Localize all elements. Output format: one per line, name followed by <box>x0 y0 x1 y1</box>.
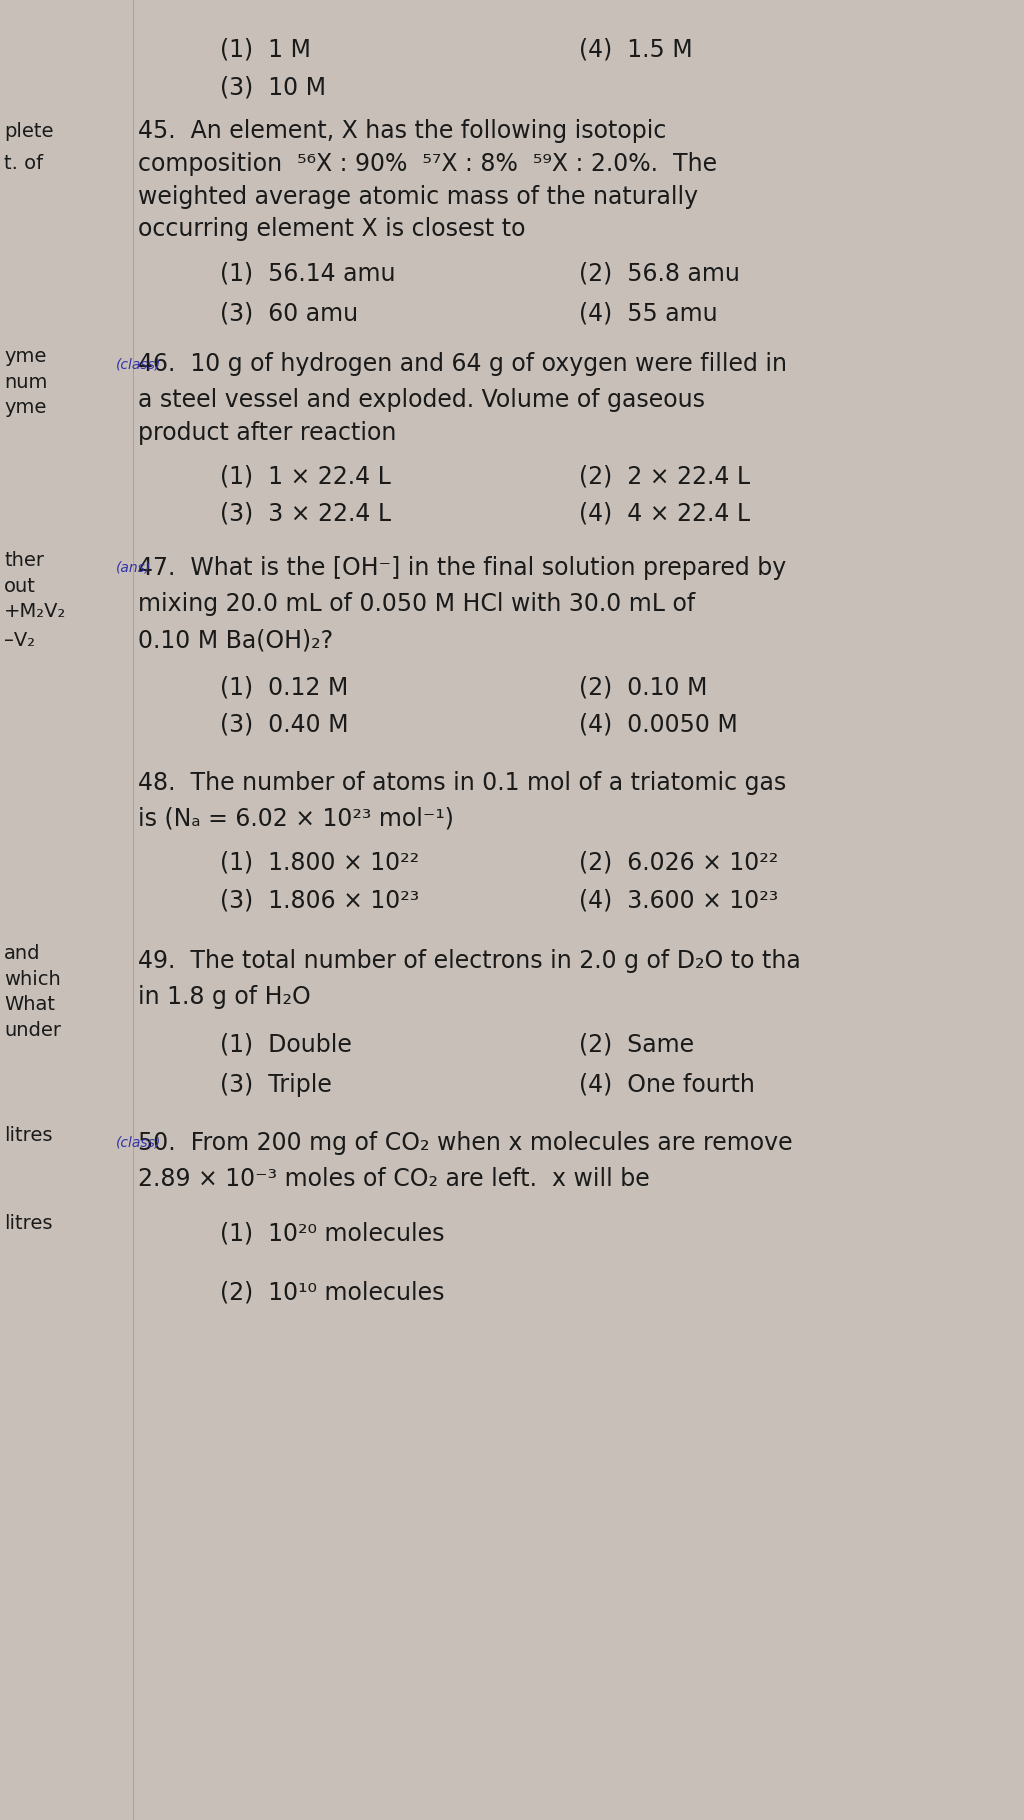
Text: (1)  1 M: (1) 1 M <box>220 36 311 62</box>
Text: What: What <box>4 996 55 1014</box>
Text: (2)  0.10 M: (2) 0.10 M <box>579 675 707 701</box>
Text: is (Nₐ = 6.02 × 10²³ mol⁻¹): is (Nₐ = 6.02 × 10²³ mol⁻¹) <box>138 806 454 832</box>
Text: occurring element X is closest to: occurring element X is closest to <box>138 217 525 242</box>
Text: (2)  2 × 22.4 L: (2) 2 × 22.4 L <box>579 464 750 490</box>
Text: yme: yme <box>4 399 46 417</box>
Text: num: num <box>4 373 47 391</box>
Text: (1)  10²⁰ molecules: (1) 10²⁰ molecules <box>220 1221 444 1247</box>
Text: and: and <box>4 945 41 963</box>
Text: (3)  1.806 × 10²³: (3) 1.806 × 10²³ <box>220 888 420 914</box>
Text: 2.89 × 10⁻³ moles of CO₂ are left.  x will be: 2.89 × 10⁻³ moles of CO₂ are left. x wil… <box>138 1167 650 1192</box>
Text: in 1.8 g of H₂O: in 1.8 g of H₂O <box>138 985 311 1010</box>
Text: (1)  1.800 × 10²²: (1) 1.800 × 10²² <box>220 850 419 875</box>
Text: (4)  1.5 M: (4) 1.5 M <box>579 36 692 62</box>
Text: (3)  0.40 M: (3) 0.40 M <box>220 712 348 737</box>
Text: –V₂: –V₂ <box>4 632 35 650</box>
Text: weighted average atomic mass of the naturally: weighted average atomic mass of the natu… <box>138 184 698 209</box>
Text: (4)  4 × 22.4 L: (4) 4 × 22.4 L <box>579 501 750 526</box>
Text: (3)  Triple: (3) Triple <box>220 1072 332 1097</box>
Text: (1)  56.14 amu: (1) 56.14 amu <box>220 260 395 286</box>
Text: 45.  An element, X has the following isotopic: 45. An element, X has the following isot… <box>138 118 667 144</box>
Text: (1)  Double: (1) Double <box>220 1032 352 1057</box>
Text: a steel vessel and exploded. Volume of gaseous: a steel vessel and exploded. Volume of g… <box>138 388 706 413</box>
Text: mixing 20.0 mL of 0.050 M HCl with 30.0 mL of: mixing 20.0 mL of 0.050 M HCl with 30.0 … <box>138 592 695 617</box>
Text: litres: litres <box>4 1214 52 1232</box>
Text: 50.  From 200 mg of CO₂ when x molecules are remove: 50. From 200 mg of CO₂ when x molecules … <box>138 1130 793 1156</box>
Text: (4)  One fourth: (4) One fourth <box>579 1072 755 1097</box>
Text: litres: litres <box>4 1127 52 1145</box>
Text: out: out <box>4 577 36 595</box>
Text: 47.  What is the [OH⁻] in the final solution prepared by: 47. What is the [OH⁻] in the final solut… <box>138 555 786 581</box>
Text: 0.10 M Ba(OH)₂?: 0.10 M Ba(OH)₂? <box>138 628 334 653</box>
Text: (2)  Same: (2) Same <box>579 1032 693 1057</box>
Text: yme: yme <box>4 348 46 366</box>
Text: (4)  3.600 × 10²³: (4) 3.600 × 10²³ <box>579 888 778 914</box>
Text: ther: ther <box>4 551 44 570</box>
Text: (ans): (ans) <box>116 561 151 575</box>
Text: 46.  10 g of hydrogen and 64 g of oxygen were filled in: 46. 10 g of hydrogen and 64 g of oxygen … <box>138 351 787 377</box>
Text: +M₂V₂: +M₂V₂ <box>4 602 67 621</box>
Text: product after reaction: product after reaction <box>138 420 396 446</box>
Text: t. of: t. of <box>4 155 43 173</box>
Text: (1)  1 × 22.4 L: (1) 1 × 22.4 L <box>220 464 391 490</box>
Text: (class): (class) <box>116 357 161 371</box>
Text: 48.  The number of atoms in 0.1 mol of a triatomic gas: 48. The number of atoms in 0.1 mol of a … <box>138 770 786 795</box>
Text: (3)  10 M: (3) 10 M <box>220 75 327 100</box>
Text: (2)  6.026 × 10²²: (2) 6.026 × 10²² <box>579 850 778 875</box>
Text: (4)  0.0050 M: (4) 0.0050 M <box>579 712 737 737</box>
Text: plete: plete <box>4 122 53 140</box>
Text: (3)  3 × 22.4 L: (3) 3 × 22.4 L <box>220 501 391 526</box>
Text: (3)  60 amu: (3) 60 amu <box>220 300 358 326</box>
Text: (1)  0.12 M: (1) 0.12 M <box>220 675 348 701</box>
Text: composition  ⁵⁶X : 90%  ⁵⁷X : 8%  ⁵⁹X : 2.0%.  The: composition ⁵⁶X : 90% ⁵⁷X : 8% ⁵⁹X : 2.0… <box>138 151 718 177</box>
Text: which: which <box>4 970 60 988</box>
Text: (2)  10¹⁰ molecules: (2) 10¹⁰ molecules <box>220 1279 444 1305</box>
Text: (2)  56.8 amu: (2) 56.8 amu <box>579 260 739 286</box>
Text: 49.  The total number of electrons in 2.0 g of D₂O to tha: 49. The total number of electrons in 2.0… <box>138 948 801 974</box>
Text: (class): (class) <box>116 1136 161 1150</box>
Text: (4)  55 amu: (4) 55 amu <box>579 300 717 326</box>
Text: under: under <box>4 1021 61 1039</box>
